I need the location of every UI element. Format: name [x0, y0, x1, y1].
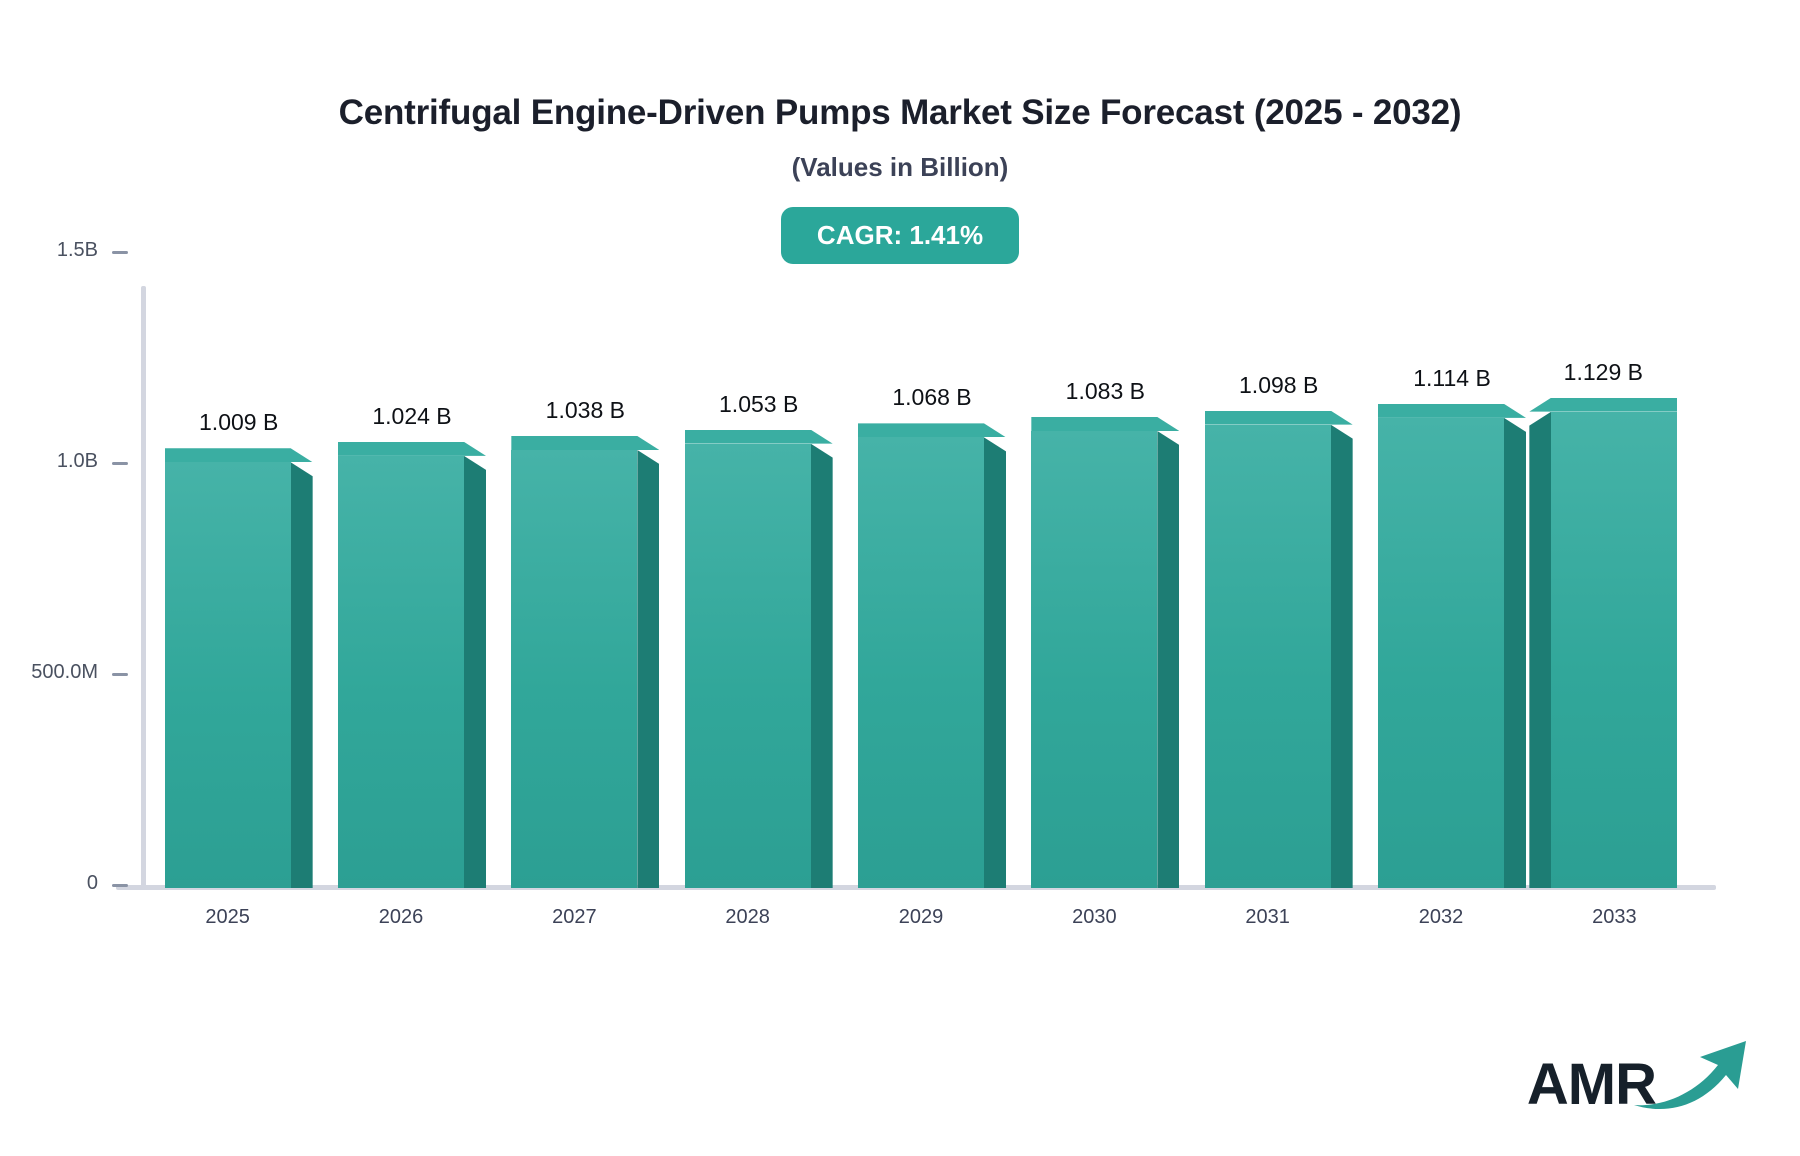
- bar-2029[interactable]: 1.068 B: [858, 240, 1006, 888]
- amr-logo: AMR: [1527, 1035, 1752, 1114]
- bar-side-face: [290, 462, 313, 888]
- bar-shape: [684, 429, 833, 888]
- bar-front-face: [684, 443, 811, 888]
- bar-2033[interactable]: 1.129 B: [1529, 240, 1678, 888]
- bar-top-face: [338, 441, 486, 456]
- bar-2026[interactable]: 1.024 B: [338, 240, 486, 888]
- y-axis-tick-label: 0: [86, 872, 98, 894]
- bar-shape: [1204, 410, 1353, 888]
- y-axis-tick-label: 1.5B: [56, 239, 98, 261]
- bar-front-face: [164, 462, 291, 888]
- x-axis-tick-label: 2031: [1245, 906, 1290, 928]
- y-axis-tick-mark: [112, 462, 128, 465]
- bar-value-label: 1.009 B: [199, 409, 279, 436]
- bar-shape: [858, 423, 1006, 888]
- y-axis-tick-mark: [112, 673, 128, 676]
- bar-front-face: [1378, 417, 1504, 888]
- bar-side-face: [984, 437, 1006, 888]
- bar-2028[interactable]: 1.053 B: [684, 240, 833, 888]
- bar-side-face: [1330, 424, 1353, 888]
- bar-2031[interactable]: 1.098 B: [1204, 240, 1353, 888]
- x-axis-tick-label: 2032: [1418, 906, 1464, 928]
- cagr-badge-row: CAGR: 1.41%: [0, 206, 1800, 264]
- y-axis-tick-mark: [112, 251, 128, 254]
- x-axis-tick-label: 2026: [378, 906, 424, 928]
- bar-top-face: [1204, 410, 1353, 425]
- y-axis-tick-label: 500.0M: [31, 661, 98, 683]
- bar-front-face: [338, 455, 464, 888]
- bar-front-face: [858, 437, 984, 888]
- y-axis-line: [141, 286, 146, 889]
- chart-header: Centrifugal Engine-Driven Pumps Market S…: [0, 0, 1800, 183]
- cagr-badge: CAGR: 1.41%: [780, 206, 1020, 264]
- bar-value-label: 1.068 B: [892, 384, 972, 411]
- x-axis-tick-label: 2028: [725, 906, 770, 928]
- bar-value-label: 1.083 B: [1065, 377, 1145, 404]
- bar-shape: [511, 435, 660, 888]
- x-axis-tick-label: 2029: [898, 906, 944, 928]
- bar-shape: [1378, 403, 1526, 888]
- bar-side-face: [1157, 430, 1180, 888]
- bar-2027[interactable]: 1.038 B: [511, 240, 660, 888]
- bar-side-face: [1529, 411, 1552, 888]
- x-axis-tick-label: 2025: [205, 906, 250, 928]
- bar-top-face: [1031, 416, 1180, 431]
- growth-arrow-icon: [1630, 1035, 1752, 1118]
- logo-text: AMR: [1526, 1052, 1657, 1117]
- bar-2032[interactable]: 1.114 B: [1378, 240, 1526, 888]
- x-axis-tick-label: 2033: [1592, 906, 1637, 928]
- x-axis-tick-label: 2027: [552, 906, 597, 928]
- bar-top-face: [1529, 397, 1678, 412]
- bar-shape: [1529, 397, 1678, 888]
- page-title: Centrifugal Engine-Driven Pumps Market S…: [338, 93, 1462, 132]
- bar-value-label: 1.114 B: [1413, 364, 1491, 391]
- bar-value-label: 1.024 B: [372, 402, 452, 429]
- bar-shape: [164, 448, 313, 888]
- y-axis-tick-mark: [112, 884, 128, 887]
- bar-shape: [338, 441, 486, 888]
- bar-top-face: [511, 435, 660, 450]
- bar-front-face: [1551, 411, 1678, 888]
- bar-value-label: 1.053 B: [719, 390, 799, 417]
- bar-top-face: [164, 448, 313, 463]
- bar-side-face: [637, 449, 660, 888]
- bar-value-label: 1.098 B: [1239, 371, 1319, 398]
- bar-2030[interactable]: 1.083 B: [1031, 240, 1180, 888]
- y-axis-tick-label: 1.0B: [56, 450, 98, 472]
- bar-top-face: [684, 429, 833, 444]
- bar-side-face: [464, 455, 486, 888]
- bar-2025[interactable]: 1.009 B: [164, 240, 313, 888]
- bar-front-face: [1031, 430, 1158, 888]
- bar-side-face: [810, 443, 833, 888]
- bar-value-label: 1.129 B: [1563, 358, 1643, 385]
- bar-series: 1.009 B 1.024 B 1.038 B 1.053 B 1.068 B 1.083…: [141, 240, 1701, 888]
- x-axis-tick-label: 2030: [1072, 906, 1117, 928]
- bar-top-face: [1378, 403, 1526, 418]
- bar-shape: [1031, 416, 1180, 888]
- bar-front-face: [511, 449, 638, 888]
- bar-front-face: [1204, 424, 1331, 888]
- chart-subtitle: (Values in Billion): [791, 151, 1009, 182]
- bar-side-face: [1504, 417, 1526, 888]
- bar-value-label: 1.038 B: [545, 396, 625, 423]
- bar-top-face: [858, 423, 1006, 438]
